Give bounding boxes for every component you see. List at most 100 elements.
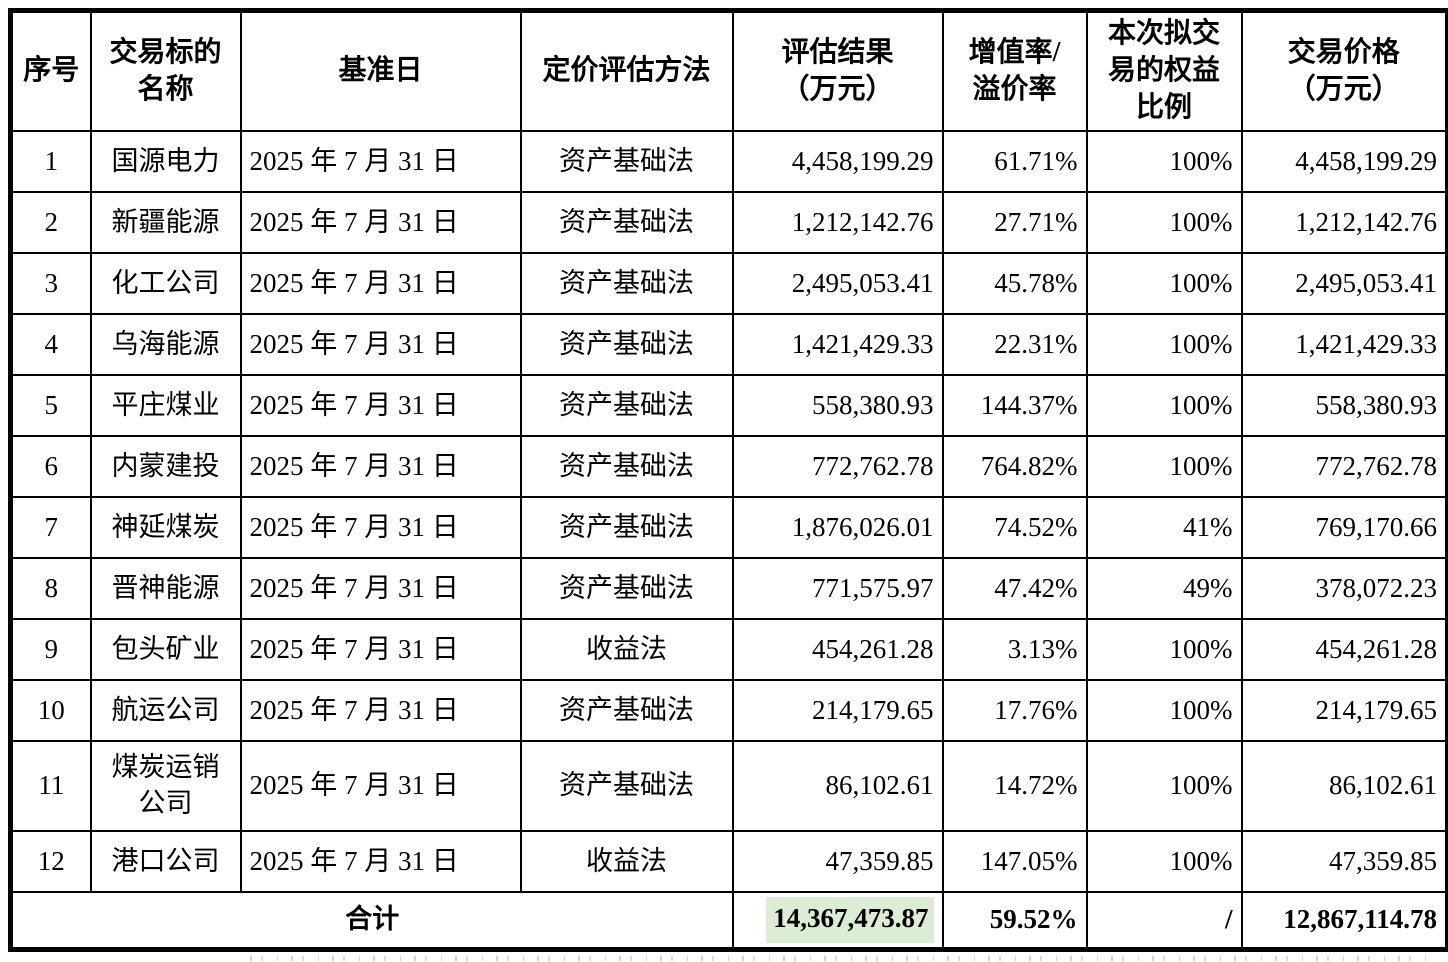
valuation-table: 序号 交易标的 名称 基准日 定价评估方法 评估结果 （万元） 增值率/ 溢价率…	[8, 8, 1448, 952]
cell-transaction-price: 378,072.23	[1240, 557, 1448, 620]
cell-base-date: 2025 年 7 月 31 日	[239, 618, 522, 681]
cell-valuation-method: 资产基础法	[519, 435, 734, 498]
cell-equity-ratio: 100%	[1085, 435, 1243, 498]
cell-equity-ratio: 100%	[1085, 130, 1243, 193]
cell-equity-ratio: 100%	[1085, 740, 1243, 832]
cell-equity-ratio: 100%	[1085, 191, 1243, 254]
cell-valuation-result: 1,421,429.33	[731, 313, 944, 376]
cell-valuation-method: 资产基础法	[519, 679, 734, 742]
table-footer: 合计 14,367,473.87 59.52% / 12,867,114.78	[9, 891, 1448, 951]
cell-valuation-method: 资产基础法	[519, 191, 734, 254]
cell-valuation-method: 资产基础法	[519, 313, 734, 376]
header-valuation-result: 评估结果 （万元）	[731, 9, 944, 132]
cell-index: 10	[9, 679, 92, 742]
total-premium-rate: 59.52%	[941, 891, 1088, 951]
table-row: 10 航运公司 2025 年 7 月 31 日资产基础法 214,179.65 17.7…	[9, 679, 1448, 742]
cell-equity-ratio: 100%	[1085, 374, 1243, 437]
header-index: 序号	[9, 9, 92, 132]
header-target-name: 交易标的 名称	[89, 9, 242, 132]
cell-valuation-method: 资产基础法	[519, 557, 734, 620]
cell-base-date: 2025 年 7 月 31 日	[239, 313, 522, 376]
cell-valuation-result: 4,458,199.29	[731, 130, 944, 193]
cell-equity-ratio: 100%	[1085, 830, 1243, 893]
cell-valuation-method: 收益法	[519, 618, 734, 681]
cell-equity-ratio: 41%	[1085, 496, 1243, 559]
cell-base-date: 2025 年 7 月 31 日	[239, 435, 522, 498]
cell-target-name: 晋神能源	[89, 557, 242, 620]
table-row: 11 煤炭运销 公司 2025 年 7 月 31 日资产基础法 86,102.61 14…	[9, 740, 1448, 832]
cell-target-name: 煤炭运销 公司	[89, 740, 242, 832]
cell-transaction-price: 47,359.85	[1240, 830, 1448, 893]
cell-transaction-price: 558,380.93	[1240, 374, 1448, 437]
cell-premium-rate: 22.31%	[941, 313, 1088, 376]
header-transaction-price: 交易价格 （万元）	[1240, 9, 1448, 132]
cell-premium-rate: 14.72%	[941, 740, 1088, 832]
clipped-next-line	[250, 956, 1435, 961]
table-row: 4 乌海能源 2025 年 7 月 31 日资产基础法 1,421,429.33 22.…	[9, 313, 1448, 376]
table-row: 1 国源电力 2025 年 7 月 31 日资产基础法 4,458,199.29 61.…	[9, 130, 1448, 193]
cell-index: 2	[9, 191, 92, 254]
cell-base-date: 2025 年 7 月 31 日	[239, 496, 522, 559]
cell-premium-rate: 74.52%	[941, 496, 1088, 559]
cell-index: 9	[9, 618, 92, 681]
cell-transaction-price: 4,458,199.29	[1240, 130, 1448, 193]
cell-valuation-method: 收益法	[519, 830, 734, 893]
cell-equity-ratio: 100%	[1085, 618, 1243, 681]
header-equity-ratio: 本次拟交 易的权益 比例	[1085, 9, 1243, 132]
cell-valuation-result: 454,261.28	[731, 618, 944, 681]
cell-equity-ratio: 100%	[1085, 313, 1243, 376]
cell-transaction-price: 1,421,429.33	[1240, 313, 1448, 376]
cell-valuation-result: 1,212,142.76	[731, 191, 944, 254]
total-result-highlight: 14,367,473.87	[766, 897, 934, 943]
cell-valuation-result: 772,762.78	[731, 435, 944, 498]
cell-valuation-method: 资产基础法	[519, 740, 734, 832]
table-row: 9 包头矿业 2025 年 7 月 31 日收益法 454,261.28 3.13% 10…	[9, 618, 1448, 681]
cell-base-date: 2025 年 7 月 31 日	[239, 830, 522, 893]
cell-premium-rate: 45.78%	[941, 252, 1088, 315]
cell-target-name: 乌海能源	[89, 313, 242, 376]
cell-equity-ratio: 100%	[1085, 679, 1243, 742]
cell-valuation-result: 2,495,053.41	[731, 252, 944, 315]
cell-target-name: 化工公司	[89, 252, 242, 315]
cell-valuation-method: 资产基础法	[519, 252, 734, 315]
cell-target-name: 内蒙建投	[89, 435, 242, 498]
total-label: 合计	[9, 891, 734, 951]
header-base-date: 基准日	[239, 9, 522, 132]
cell-base-date: 2025 年 7 月 31 日	[239, 374, 522, 437]
total-transaction-price: 12,867,114.78	[1240, 891, 1448, 951]
cell-transaction-price: 1,212,142.76	[1240, 191, 1448, 254]
cell-base-date: 2025 年 7 月 31 日	[239, 130, 522, 193]
cell-base-date: 2025 年 7 月 31 日	[239, 679, 522, 742]
header-valuation-method: 定价评估方法	[519, 9, 734, 132]
cell-valuation-result: 214,179.65	[731, 679, 944, 742]
cell-target-name: 港口公司	[89, 830, 242, 893]
cell-base-date: 2025 年 7 月 31 日	[239, 252, 522, 315]
table-row: 3 化工公司 2025 年 7 月 31 日资产基础法 2,495,053.41 45.…	[9, 252, 1448, 315]
cell-premium-rate: 764.82%	[941, 435, 1088, 498]
table-row: 8 晋神能源 2025 年 7 月 31 日资产基础法 771,575.97 47.42…	[9, 557, 1448, 620]
cell-index: 7	[9, 496, 92, 559]
cell-valuation-result: 47,359.85	[731, 830, 944, 893]
cell-transaction-price: 772,762.78	[1240, 435, 1448, 498]
cell-premium-rate: 144.37%	[941, 374, 1088, 437]
cell-index: 8	[9, 557, 92, 620]
cell-target-name: 包头矿业	[89, 618, 242, 681]
total-valuation-result: 14,367,473.87	[731, 891, 944, 951]
cell-transaction-price: 214,179.65	[1240, 679, 1448, 742]
cell-premium-rate: 3.13%	[941, 618, 1088, 681]
header-premium-rate: 增值率/ 溢价率	[941, 9, 1088, 132]
cell-transaction-price: 2,495,053.41	[1240, 252, 1448, 315]
cell-index: 1	[9, 130, 92, 193]
table-header: 序号 交易标的 名称 基准日 定价评估方法 评估结果 （万元） 增值率/ 溢价率…	[9, 9, 1448, 132]
cell-index: 3	[9, 252, 92, 315]
cell-valuation-method: 资产基础法	[519, 374, 734, 437]
cell-base-date: 2025 年 7 月 31 日	[239, 557, 522, 620]
cell-equity-ratio: 49%	[1085, 557, 1243, 620]
table-body: 1 国源电力 2025 年 7 月 31 日资产基础法 4,458,199.29 61.…	[9, 130, 1448, 893]
cell-premium-rate: 47.42%	[941, 557, 1088, 620]
table-row: 7 神延煤炭 2025 年 7 月 31 日资产基础法 1,876,026.01 74.…	[9, 496, 1448, 559]
cell-premium-rate: 17.76%	[941, 679, 1088, 742]
cell-transaction-price: 454,261.28	[1240, 618, 1448, 681]
cell-target-name: 神延煤炭	[89, 496, 242, 559]
